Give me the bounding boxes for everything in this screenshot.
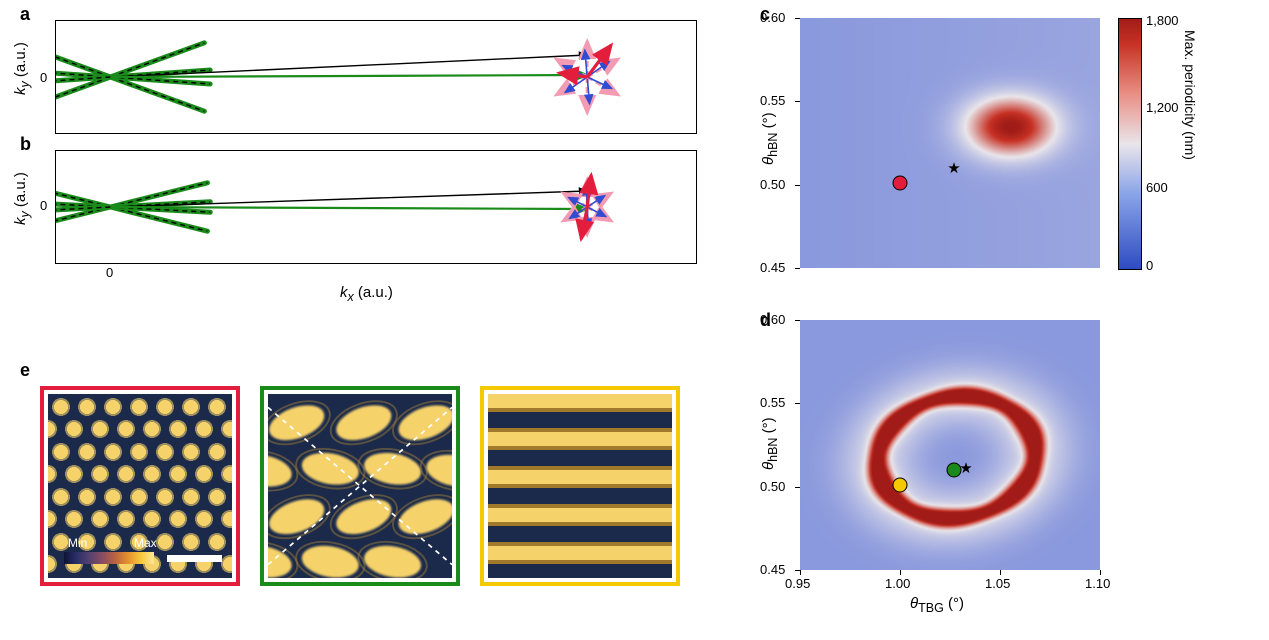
marker-star: ★: [947, 159, 960, 177]
xtick: 1.05: [985, 576, 1010, 591]
heatmap-d: [800, 320, 1100, 570]
ytick: 0.60: [760, 10, 785, 25]
xtick-mark: [800, 570, 801, 575]
moire-tile-green-inner: [268, 394, 452, 578]
ytick-mark: [795, 18, 800, 19]
kspace-panel-a: [55, 20, 697, 134]
ytick: 0.55: [760, 93, 785, 108]
ytick: 0.60: [760, 312, 785, 327]
panel-letter-e: e: [20, 360, 30, 381]
ytick-a-0: 0: [40, 70, 47, 85]
moire-tile-red-inner: [48, 394, 232, 578]
cbar-tick-2: 1,200: [1146, 100, 1179, 115]
xtick: 1.10: [1085, 576, 1110, 591]
ytick: 0.50: [760, 479, 785, 494]
kspace-panel-b: [55, 150, 697, 264]
panel-letter-a: a: [20, 4, 30, 25]
d-xlabel: θTBG (°): [910, 595, 964, 615]
xtick-mark: [1100, 570, 1101, 575]
ytick-mark: [795, 185, 800, 186]
ytick-mark: [795, 101, 800, 102]
cbar-tick-1: 600: [1146, 180, 1168, 195]
intensity-min: Min: [68, 536, 87, 550]
d-ylabel: θhBN (°): [760, 417, 780, 470]
ytick-mark: [795, 320, 800, 321]
intensity-colorbar: [64, 552, 154, 564]
ytick: 0.50: [760, 177, 785, 192]
scalebar: [167, 555, 222, 562]
ytick: 0.45: [760, 260, 785, 275]
moire-tile-yellow-inner: [488, 394, 672, 578]
colorbar-title: Max. periodicity (nm): [1182, 30, 1198, 160]
ytick-b-0: 0: [40, 198, 47, 213]
ky-label-b: ky (a.u.): [12, 172, 32, 225]
ytick-mark: [795, 268, 800, 269]
cbar-tick-0: 0: [1146, 258, 1153, 273]
intensity-max: Max: [134, 536, 157, 550]
marker-dot: [893, 176, 908, 191]
c-ylabel: θhBN (°): [760, 112, 780, 165]
xtick-mark: [900, 570, 901, 575]
marker-dot: [893, 478, 908, 493]
ytick: 0.55: [760, 395, 785, 410]
xtick: 0.95: [785, 576, 810, 591]
heatmap-c: [800, 18, 1100, 268]
ytick-mark: [795, 487, 800, 488]
ytick: 0.45: [760, 562, 785, 577]
marker-dot: [947, 463, 962, 478]
colorbar: [1118, 18, 1142, 270]
cbar-tick-3: 1,800: [1146, 13, 1179, 28]
xtick-mark: [1000, 570, 1001, 575]
panel-letter-b: b: [20, 134, 31, 155]
moire-tile-yellow: [480, 386, 680, 586]
xtick-0: 0: [106, 265, 113, 280]
moire-tile-green: [260, 386, 460, 586]
xtick: 1.00: [885, 576, 910, 591]
kx-label: kx (a.u.): [340, 284, 393, 304]
moire-tile-red: Min Max: [40, 386, 240, 586]
ytick-mark: [795, 403, 800, 404]
ky-label-a: ky (a.u.): [12, 42, 32, 95]
